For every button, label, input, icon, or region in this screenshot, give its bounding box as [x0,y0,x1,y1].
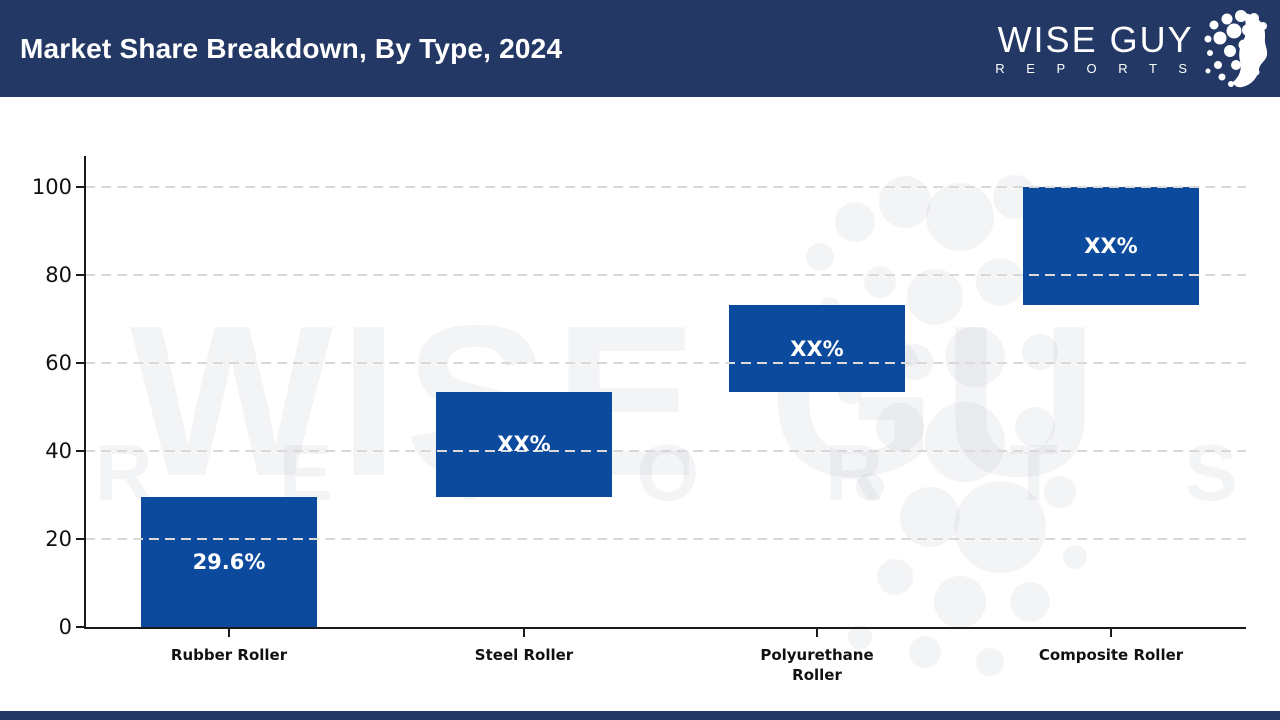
bar-steel-roller [436,392,612,497]
y-tick [76,185,84,188]
y-tick [76,626,84,628]
bar-value-label: XX% [790,336,844,361]
category-label-composite-roller: Composite Roller [1038,646,1184,664]
y-tick-label: 100 [31,174,72,199]
x-tick [816,629,818,637]
x-tick [228,629,230,637]
bar-polyurethane-roller [729,304,905,393]
x-axis-spine [84,627,1246,629]
y-tick-label: 40 [45,438,72,463]
y-tick [76,449,84,452]
bar-value-label: 29.6% [192,549,266,574]
y-tick [76,537,84,540]
x-tick [1110,629,1112,637]
gridline-100 [85,185,1246,188]
x-tick [523,629,525,637]
gridline-20 [85,537,1246,540]
watermark-text: WISE GU [130,280,1104,521]
chart-area: WISE GU R E P O R T S 29.6% XX% XX% [0,97,1280,711]
y-tick-label: 0 [58,615,72,639]
category-label-polyurethane-roller: Polyurethane Roller [760,646,874,684]
y-tick [76,273,84,276]
category-label-steel-roller: Steel Roller [474,646,574,664]
y-axis-spine [84,155,86,629]
brand-logo: WISE GUY R E P O R T S [995,9,1280,89]
bar-value-label: XX% [497,432,551,457]
gridline-80 [85,273,1246,276]
logo-word: WISE GUY [997,19,1194,61]
y-tick-label: 60 [45,350,72,375]
category-label-rubber-roller: Rubber Roller [170,646,288,664]
bar-composite-roller [1023,186,1199,305]
bar-value-label: XX% [1084,233,1138,258]
page-title: Market Share Breakdown, By Type, 2024 [20,32,563,64]
y-tick [76,361,84,364]
header: Market Share Breakdown, By Type, 2024 WI… [0,0,1280,97]
logo-wordmark: WISE GUY R E P O R T S [995,21,1196,76]
y-tick-label: 20 [45,526,72,551]
gridline-60 [85,361,1246,364]
gridline-40 [85,449,1246,452]
logo-subtext: R E P O R T S [995,60,1196,76]
dotted-head-icon [1204,9,1268,87]
y-tick-label: 80 [45,262,72,287]
bar-rubber-roller [141,496,317,627]
footer-bar [0,711,1280,720]
